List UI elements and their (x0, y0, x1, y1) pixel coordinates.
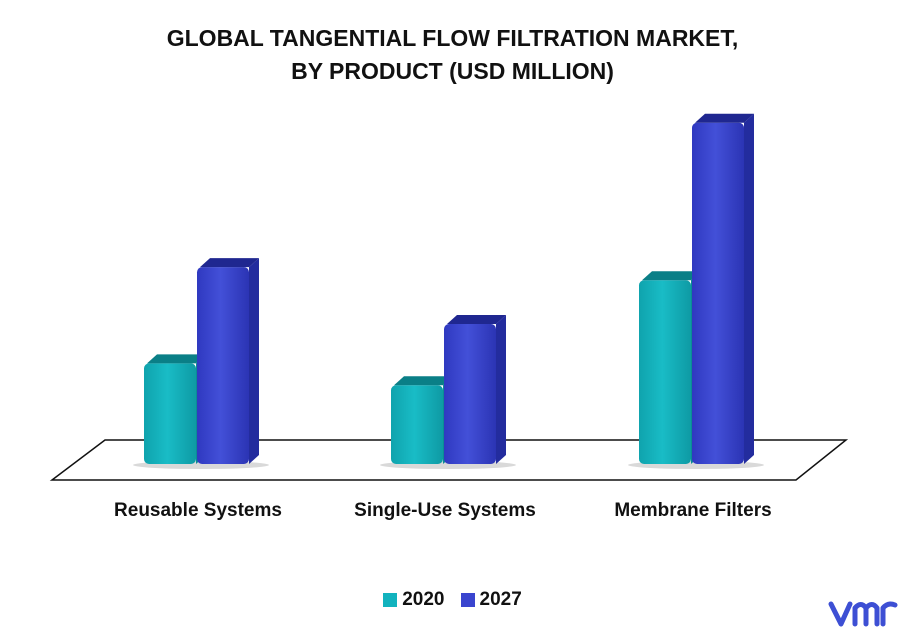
legend-label-2027: 2027 (479, 589, 522, 610)
bar-single-use-systems-2027 (444, 315, 506, 464)
category-label-single-use-systems: Single-Use Systems (354, 500, 536, 521)
bar-side-single-use-systems-2027 (496, 315, 506, 464)
bar-reusable-systems-2020 (144, 354, 206, 464)
legend-swatch-2027 (460, 593, 475, 607)
bar-side-reusable-systems-2027 (249, 258, 259, 464)
legend-item-2027: 2027 (460, 589, 522, 611)
bar-front-single-use-systems-2027 (444, 324, 496, 464)
bar-side-membrane-filters-2027 (744, 113, 754, 464)
chart-title-line-2: BY PRODUCT (USD MILLION) (291, 58, 614, 84)
category-label-membrane-filters: Membrane Filters (614, 500, 771, 521)
bar-top-reusable-systems-2020 (147, 354, 206, 364)
bar-reusable-systems-2027 (197, 258, 259, 464)
chart-title: GLOBAL TANGENTIAL FLOW FILTRATION MARKET… (0, 22, 905, 88)
bar-single-use-systems-2020 (391, 376, 453, 464)
category-label-reusable-systems: Reusable Systems (114, 500, 282, 521)
bar-top-membrane-filters-2020 (642, 271, 701, 281)
legend-item-2020: 2020 (383, 589, 445, 611)
bar-front-membrane-filters-2020 (639, 280, 691, 464)
bar-top-reusable-systems-2027 (200, 258, 259, 268)
bar-top-single-use-systems-2020 (394, 376, 453, 386)
bar-top-membrane-filters-2027 (695, 113, 754, 123)
legend-label-2020: 2020 (402, 589, 445, 610)
bar-front-membrane-filters-2027 (692, 122, 744, 464)
chart-legend: 2020 2027 (0, 589, 905, 611)
legend-swatch-2020 (383, 593, 398, 607)
bar-front-reusable-systems-2027 (197, 267, 249, 464)
chart-title-line-1: GLOBAL TANGENTIAL FLOW FILTRATION MARKET… (166, 25, 739, 51)
bar-front-reusable-systems-2020 (144, 363, 196, 464)
vmr-logo-icon (828, 601, 898, 627)
bar-front-single-use-systems-2020 (391, 385, 443, 464)
bar-membrane-filters-2020 (639, 271, 701, 464)
bar-membrane-filters-2027 (692, 113, 754, 464)
bar-top-single-use-systems-2027 (447, 315, 506, 324)
